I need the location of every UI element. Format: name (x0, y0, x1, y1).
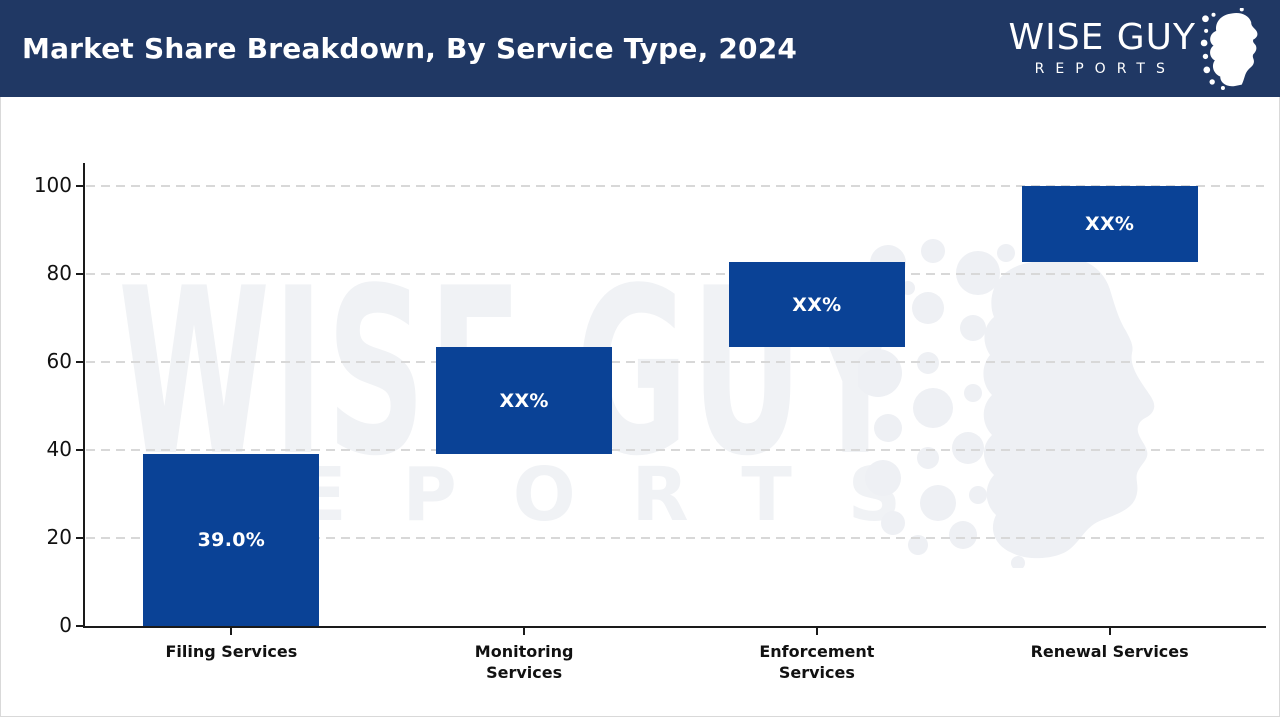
x-tick (523, 628, 526, 635)
y-axis-line (83, 163, 85, 628)
x-tick (230, 628, 233, 635)
x-axis-label-monitoring-services: Monitoring Services (474, 642, 574, 682)
y-gridline (86, 361, 1264, 363)
y-gridline (86, 185, 1264, 187)
x-axis-label-enforcement-services: Enforcement Services (759, 642, 875, 682)
bar-filing-services: 39.0% (143, 454, 320, 626)
x-axis-line (83, 626, 1266, 628)
y-tick-label: 0 (59, 613, 72, 637)
x-tick (1108, 628, 1111, 635)
y-tick (76, 185, 83, 187)
y-tick (76, 625, 83, 627)
y-tick (76, 361, 83, 363)
x-axis-label-renewal-services: Renewal Services (1030, 642, 1189, 661)
x-tick (815, 628, 818, 635)
x-axis-label-filing-services: Filing Services (165, 642, 298, 661)
y-tick-label: 20 (46, 525, 72, 549)
y-tick-label: 100 (33, 173, 72, 197)
y-tick (76, 273, 83, 275)
brand-logo: WISE GUY REPORTS (1008, 7, 1280, 90)
y-gridline (86, 449, 1264, 451)
brand-name: WISE GUY (1008, 17, 1196, 58)
header-bar: Market Share Breakdown, By Service Type,… (0, 0, 1280, 97)
bar-value-label: XX% (792, 293, 842, 316)
bar-value-label: 39.0% (197, 529, 266, 552)
y-tick (76, 537, 83, 539)
y-gridline (86, 537, 1264, 539)
y-tick-label: 40 (46, 437, 72, 461)
bar-renewal-services: XX% (1021, 186, 1198, 262)
bar-value-label: XX% (499, 389, 549, 412)
y-tick-label: 80 (46, 261, 72, 285)
brand-text: WISE GUY REPORTS (1008, 17, 1197, 78)
bar-value-label: XX% (1085, 212, 1135, 235)
y-gridline (86, 273, 1264, 275)
brand-subname: REPORTS (1034, 61, 1176, 77)
bar-monitoring-services: XX% (436, 347, 613, 455)
y-tick (76, 449, 83, 451)
y-tick-label: 60 (46, 349, 72, 373)
watermark-head-logo (858, 239, 1155, 568)
page-title: Market Share Breakdown, By Service Type,… (22, 32, 798, 65)
bar-enforcement-services: XX% (728, 261, 905, 348)
brand-head-icon (1200, 7, 1258, 90)
